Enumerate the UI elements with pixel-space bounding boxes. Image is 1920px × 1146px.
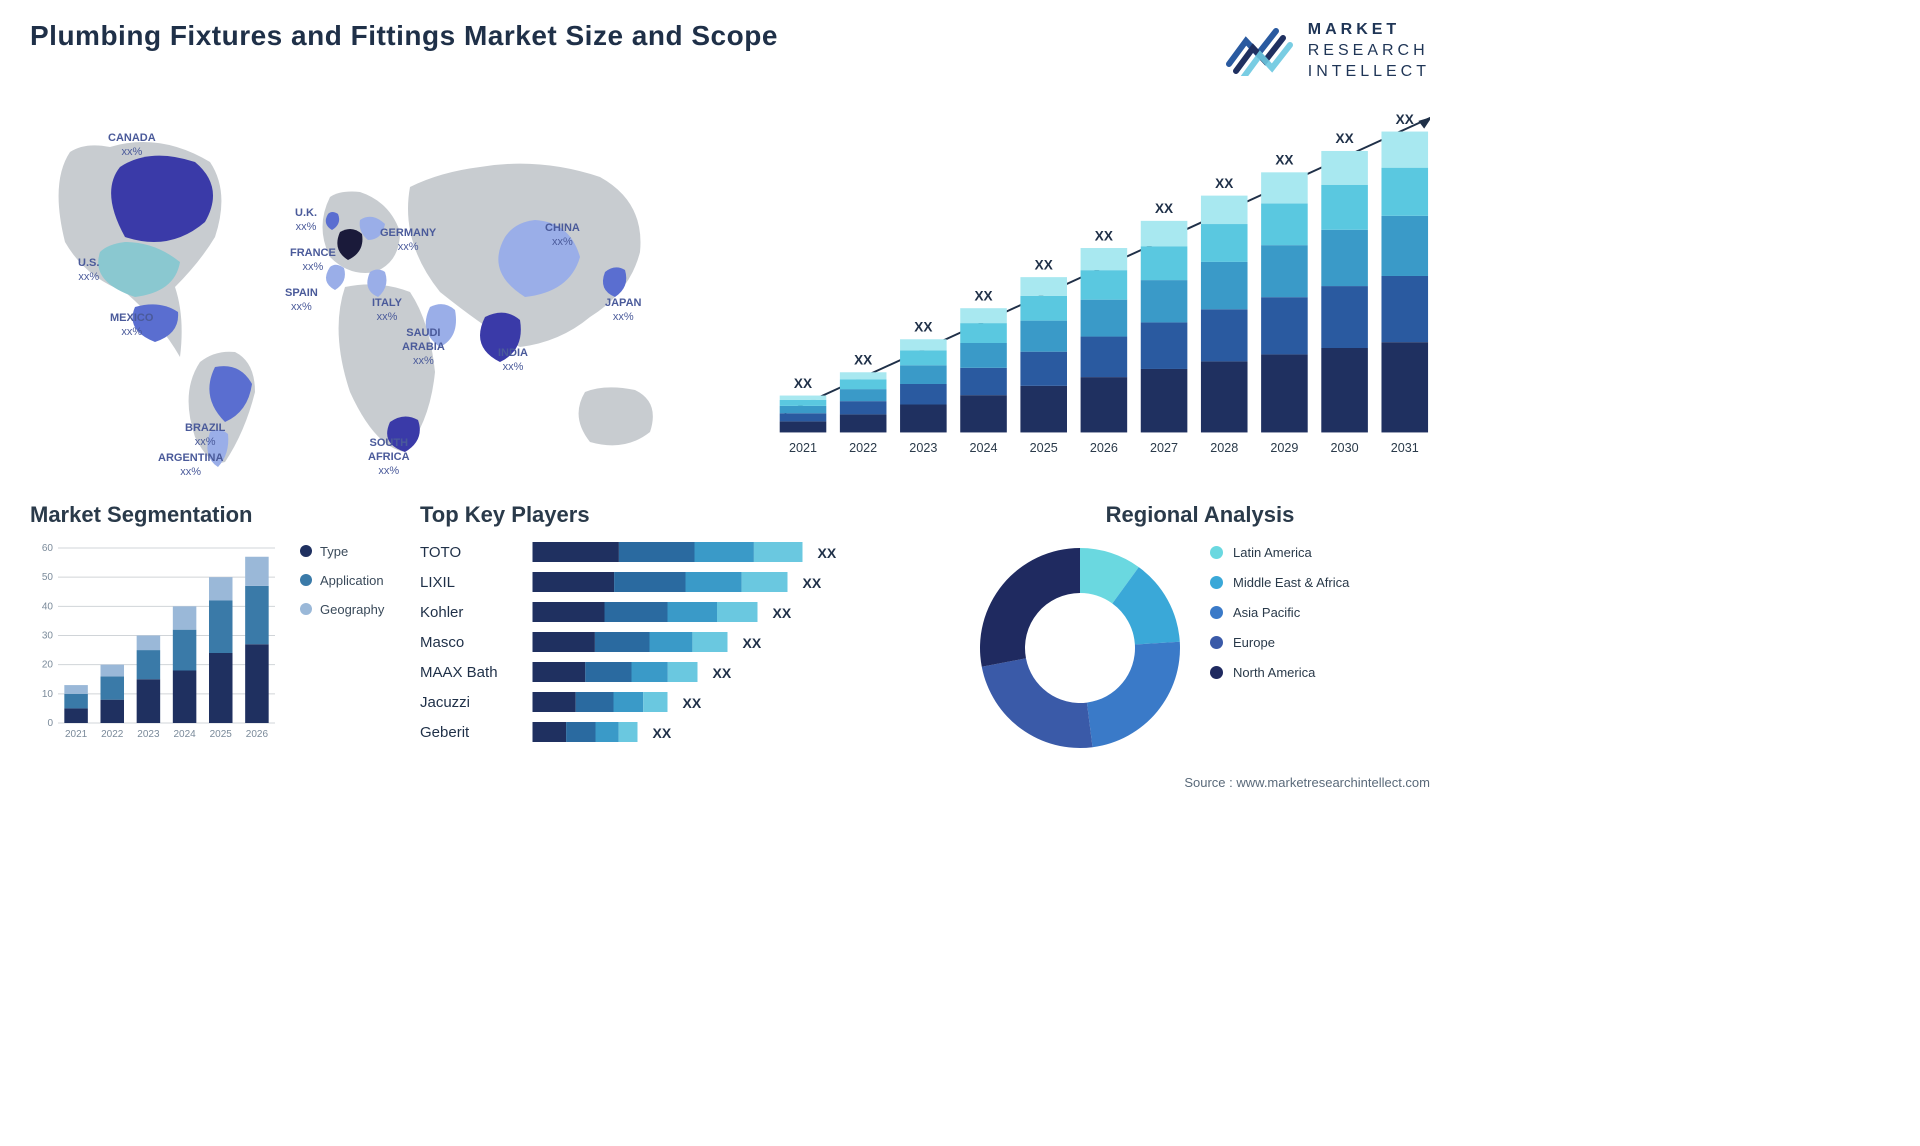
svg-text:2025: 2025 [1030, 441, 1058, 455]
legend-item: Application [300, 567, 384, 596]
segmentation-chart: 0 10 20 30 40 50 60 2021 2022 2023 2024 2025 2026 [30, 538, 280, 743]
svg-text:XX: XX [1275, 153, 1293, 168]
svg-text:2023: 2023 [137, 729, 160, 740]
svg-text:XX: XX [683, 695, 702, 711]
market-size-chart: XX 2021 XX 2022 XX 2023 XX 2024 XX 2025 XX 2026 XX 20… [770, 92, 1430, 472]
map-label: MEXICOxx% [110, 312, 153, 340]
legend-item: Asia Pacific [1210, 598, 1349, 628]
segmentation-legend: TypeApplicationGeography [300, 538, 384, 743]
map-label: SAUDIARABIAxx% [402, 327, 445, 368]
svg-text:XX: XX [794, 376, 812, 391]
svg-text:2023: 2023 [909, 441, 937, 455]
map-label: U.K.xx% [295, 207, 317, 235]
svg-text:2024: 2024 [173, 729, 196, 740]
legend-item: North America [1210, 658, 1349, 688]
map-label: CHINAxx% [545, 222, 580, 250]
map-label: SPAINxx% [285, 287, 318, 315]
player-name: LIXIL [420, 568, 510, 598]
svg-text:30: 30 [42, 631, 54, 642]
player-name: TOTO [420, 538, 510, 568]
svg-text:XX: XX [974, 289, 992, 304]
map-label: ITALYxx% [372, 297, 402, 325]
svg-text:2021: 2021 [65, 729, 88, 740]
svg-text:2021: 2021 [789, 441, 817, 455]
svg-text:2024: 2024 [969, 441, 997, 455]
svg-text:XX: XX [653, 725, 672, 741]
player-name: Kohler [420, 598, 510, 628]
svg-text:XX: XX [713, 665, 732, 681]
svg-text:XX: XX [818, 545, 837, 561]
svg-text:XX: XX [743, 635, 762, 651]
svg-text:2031: 2031 [1391, 441, 1419, 455]
logo-text-2: RESEARCH [1308, 41, 1430, 62]
regional-donut [970, 538, 1190, 758]
map-label: INDIAxx% [498, 347, 528, 375]
map-label: ARGENTINAxx% [158, 452, 223, 480]
svg-text:XX: XX [1215, 176, 1233, 191]
svg-text:XX: XX [854, 353, 872, 368]
svg-text:2026: 2026 [246, 729, 269, 740]
player-name: Geberit [420, 718, 510, 748]
key-players-names: TOTOLIXILKohlerMascoMAAX BathJacuzziGebe… [420, 538, 510, 758]
svg-text:XX: XX [1035, 258, 1053, 273]
map-label: GERMANYxx% [380, 227, 436, 255]
map-label: U.S.xx% [78, 257, 99, 285]
svg-text:XX: XX [1095, 229, 1113, 244]
svg-text:10: 10 [42, 689, 54, 700]
svg-text:XX: XX [773, 605, 792, 621]
svg-text:2025: 2025 [210, 729, 233, 740]
svg-text:2022: 2022 [101, 729, 124, 740]
page-title: Plumbing Fixtures and Fittings Market Si… [30, 20, 778, 52]
svg-text:XX: XX [1396, 112, 1414, 127]
svg-text:2030: 2030 [1331, 441, 1359, 455]
svg-text:2022: 2022 [849, 441, 877, 455]
svg-text:2027: 2027 [1150, 441, 1178, 455]
player-name: Jacuzzi [420, 688, 510, 718]
svg-text:2026: 2026 [1090, 441, 1118, 455]
svg-text:2028: 2028 [1210, 441, 1238, 455]
segmentation-section: Market Segmentation 0 10 20 30 40 50 60 2021 202… [30, 502, 390, 758]
svg-text:50: 50 [42, 573, 54, 584]
brand-logo: MARKET RESEARCH INTELLECT [1226, 20, 1430, 82]
legend-item: Latin America [1210, 538, 1349, 568]
map-label: BRAZILxx% [185, 422, 225, 450]
player-name: Masco [420, 628, 510, 658]
svg-text:XX: XX [914, 320, 932, 335]
svg-text:60: 60 [42, 543, 54, 554]
svg-text:0: 0 [47, 718, 53, 729]
legend-item: Type [300, 538, 384, 567]
svg-text:XX: XX [1336, 132, 1354, 147]
logo-icon [1226, 26, 1296, 76]
player-name: MAAX Bath [420, 658, 510, 688]
source-attribution: Source : www.marketresearchintellect.com [1184, 775, 1430, 790]
regional-title: Regional Analysis [970, 502, 1430, 528]
logo-text-1: MARKET [1308, 20, 1430, 41]
map-label: FRANCExx% [290, 247, 336, 275]
world-map: CANADAxx%U.S.xx%MEXICOxx%BRAZILxx%ARGENT… [30, 92, 730, 472]
legend-item: Geography [300, 596, 384, 625]
svg-text:XX: XX [803, 575, 822, 591]
map-label: CANADAxx% [108, 132, 156, 160]
key-players-section: Top Key Players TOTOLIXILKohlerMascoMAAX… [420, 502, 940, 758]
svg-text:40: 40 [42, 602, 54, 613]
svg-text:20: 20 [42, 660, 54, 671]
map-label: JAPANxx% [605, 297, 641, 325]
legend-item: Middle East & Africa [1210, 568, 1349, 598]
regional-legend: Latin AmericaMiddle East & AfricaAsia Pa… [1210, 538, 1349, 687]
svg-text:2029: 2029 [1270, 441, 1298, 455]
key-players-chart: XX XX XX XX XX XX XX [525, 538, 940, 753]
map-label: SOUTHAFRICAxx% [368, 437, 410, 478]
logo-text-3: INTELLECT [1308, 62, 1430, 83]
key-players-title: Top Key Players [420, 502, 940, 528]
regional-section: Regional Analysis Latin AmericaMiddle Ea… [970, 502, 1430, 758]
segmentation-title: Market Segmentation [30, 502, 390, 528]
svg-text:XX: XX [1155, 201, 1173, 216]
legend-item: Europe [1210, 628, 1349, 658]
